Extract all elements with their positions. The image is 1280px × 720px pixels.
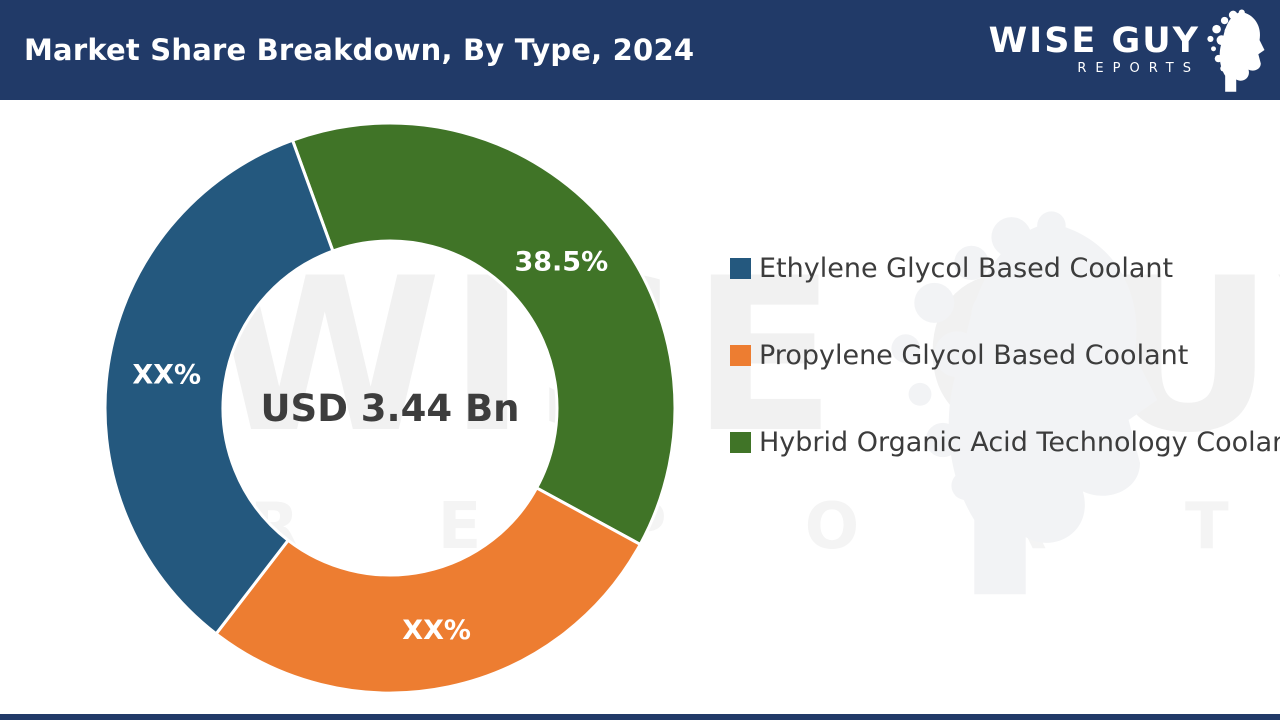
brand-name: WISE GUY: [988, 21, 1200, 61]
legend-item-hybrid: Hybrid Organic Acid Technology Coolant: [730, 427, 1280, 458]
legend-item-ethylene: Ethylene Glycol Based Coolant: [730, 253, 1280, 284]
donut-segment-ethylene: [103, 138, 335, 636]
brand-subtitle: REPORTS: [1077, 61, 1200, 76]
brand-logo: WISE GUY REPORTS: [989, 7, 1280, 93]
donut-segment-hybrid: [291, 121, 677, 546]
wiseguy-face-icon: [1207, 9, 1265, 92]
legend-swatch-orange: [730, 345, 751, 366]
legend-label: Propylene Glycol Based Coolant: [759, 340, 1189, 371]
page-title: Market Share Breakdown, By Type, 2024: [24, 33, 695, 67]
header-bar: Market Share Breakdown, By Type, 2024 WI…: [0, 0, 1280, 100]
chart-legend: Ethylene Glycol Based Coolant Propylene …: [730, 253, 1280, 458]
slice-label-hybrid: 38.5%: [514, 247, 608, 278]
donut-chart: USD 3.44 Bn XX% XX% 38.5%: [101, 119, 679, 697]
slice-label-ethylene: XX%: [132, 359, 201, 390]
legend-label: Ethylene Glycol Based Coolant: [759, 253, 1174, 284]
chart-center-value: USD 3.44 Bn: [261, 387, 520, 430]
donut-segment-propylene: [214, 486, 642, 695]
legend-swatch-green: [730, 432, 751, 453]
legend-item-propylene: Propylene Glycol Based Coolant: [730, 340, 1280, 371]
legend-label: Hybrid Organic Acid Technology Coolant: [759, 427, 1280, 458]
legend-swatch-blue: [730, 258, 751, 279]
footer-bar: [0, 714, 1280, 720]
slice-label-propylene: XX%: [402, 615, 471, 646]
